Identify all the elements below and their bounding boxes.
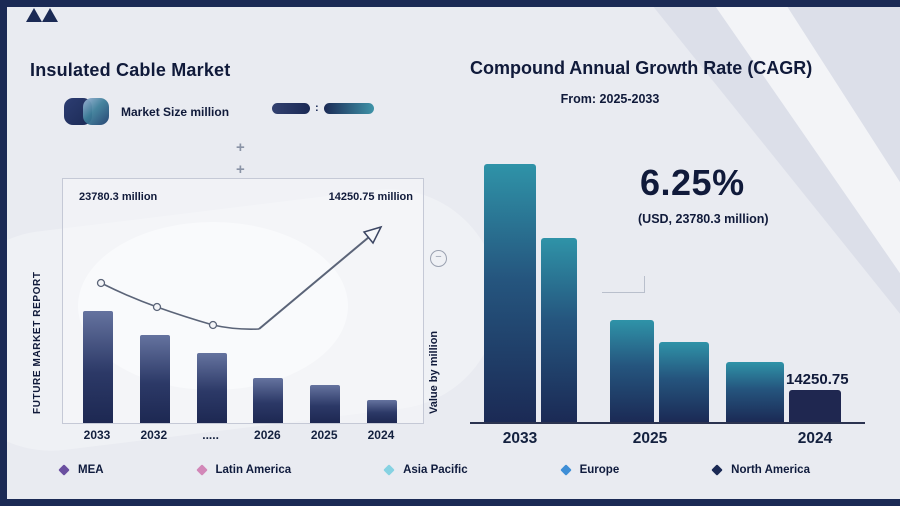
bar [541, 238, 577, 422]
plus-decor-icon: + [236, 161, 245, 178]
bar [610, 320, 654, 422]
future-market-report-label: FUTURE MARKET REPORT [32, 271, 43, 414]
legend-label: Latin America [215, 464, 292, 476]
diamond-icon [195, 464, 208, 476]
bar [484, 164, 536, 422]
bar [659, 342, 709, 422]
left-chart-plot-area: 23780.3 million 14250.75 million [62, 178, 424, 424]
right-chart-axis-line [470, 422, 865, 424]
min-value-annotation: 14250.75 million [328, 191, 413, 203]
bar [196, 353, 227, 423]
value-by-million-label: Value by million [428, 330, 440, 414]
left-chart-bars [63, 179, 423, 423]
bar-column-2025 [308, 385, 342, 423]
bar [139, 335, 170, 423]
x-axis-label: 2025 [310, 428, 338, 442]
max-value-annotation: 23780.3 million [79, 191, 158, 203]
legend-label: MEA [78, 464, 104, 476]
x-axis-label: 2033 [502, 430, 538, 447]
bar [789, 390, 841, 422]
x-axis-label: 2024 [367, 428, 395, 442]
right-chart-title: Compound Annual Growth Rate (CAGR) [470, 58, 813, 78]
bar-group-2024 [726, 362, 841, 422]
right-chart-value-label: 14250.75 [786, 371, 849, 388]
legend-cube-teal-icon [83, 98, 109, 125]
bar [726, 362, 784, 422]
diamond-icon [711, 464, 723, 476]
x-axis-label: 2033 [83, 428, 111, 442]
frame-bottom-bar [0, 499, 900, 506]
step-line-decor [602, 276, 645, 293]
bar [253, 378, 284, 423]
right-chart-subtitle: From: 2025-2033 [560, 92, 660, 106]
legend-item-north-america: North America [711, 464, 810, 476]
bar-group-2025 [610, 320, 709, 422]
bar-column-..... [195, 353, 229, 423]
diamond-icon [58, 464, 70, 476]
right-chart-plot-area: 2033 2025 2024 [470, 148, 870, 447]
legend-label: North America [731, 464, 810, 476]
frame-left-bar [0, 0, 7, 506]
bar-column-2033 [81, 311, 115, 423]
bar [83, 311, 113, 423]
region-legend: MEA Latin America Asia Pacific Europe North … [58, 464, 810, 476]
legend-item-asia-pacific: Asia Pacific [383, 464, 468, 476]
x-axis-label: ..... [202, 428, 219, 442]
x-axis-label: 2024 [797, 430, 833, 447]
teal-pill-icon [323, 102, 374, 114]
left-chart-legend: Market Size million [64, 98, 229, 125]
bar [366, 400, 397, 423]
x-axis-label: 2026 [254, 428, 281, 442]
left-chart-xlabels: 2033 2032..... 2026 2025 2024 [62, 428, 422, 442]
legend-pill-group: : [272, 102, 374, 114]
diamond-icon [383, 464, 395, 476]
legend-item-europe: Europe [559, 464, 620, 476]
bar [310, 385, 341, 423]
bar-group-2033 [484, 164, 577, 422]
cagr-note: (USD, 23780.3 million) [638, 212, 769, 226]
x-axis-label: 2032 [140, 428, 168, 442]
trend-line-arrow [96, 225, 383, 330]
x-axis-label: 2025 [632, 430, 668, 447]
frame-top-bar [0, 0, 900, 7]
bar-column-2024 [365, 400, 399, 423]
legend-label: Europe [579, 464, 620, 476]
legend-item-mea: MEA [58, 464, 104, 476]
minus-circle-icon: − [430, 250, 447, 267]
bar-column-2032 [138, 335, 172, 423]
zigzag-decor-icon [26, 8, 58, 22]
navy-pill-icon [272, 102, 310, 114]
pill-separator: : [315, 102, 319, 114]
legend-label: Market Size million [121, 104, 230, 119]
legend-label: Asia Pacific [403, 464, 468, 476]
diamond-icon [559, 464, 572, 476]
legend-item-latin-america: Latin America [195, 464, 292, 476]
bar-column-2026 [251, 378, 285, 423]
left-chart-title: Insulated Cable Market [30, 60, 231, 80]
cagr-value: 6.25% [640, 162, 745, 203]
plus-decor-icon: + [236, 139, 245, 156]
